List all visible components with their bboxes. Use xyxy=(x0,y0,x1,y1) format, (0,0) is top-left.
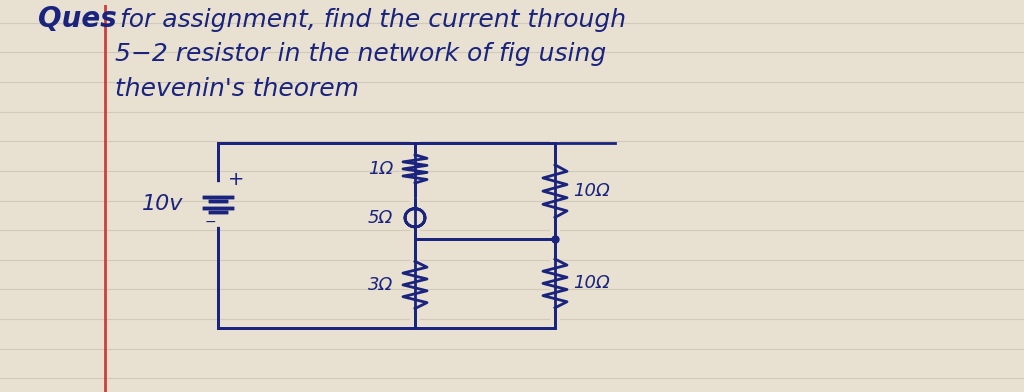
Text: 5Ω: 5Ω xyxy=(368,209,393,227)
Text: thevenin's theorem: thevenin's theorem xyxy=(115,77,359,101)
Text: 5−2 resistor in the network of fig using: 5−2 resistor in the network of fig using xyxy=(115,42,606,66)
Text: 10v: 10v xyxy=(142,194,183,214)
Text: −: − xyxy=(204,215,216,229)
Text: +: + xyxy=(227,170,244,189)
Text: for assignment, find the current through: for assignment, find the current through xyxy=(120,8,626,32)
Text: 1Ω: 1Ω xyxy=(368,160,393,178)
Text: 10Ω: 10Ω xyxy=(573,182,609,200)
Text: Ques: Ques xyxy=(38,5,117,33)
Text: 3Ω: 3Ω xyxy=(368,276,393,294)
Text: 10Ω: 10Ω xyxy=(573,274,609,292)
